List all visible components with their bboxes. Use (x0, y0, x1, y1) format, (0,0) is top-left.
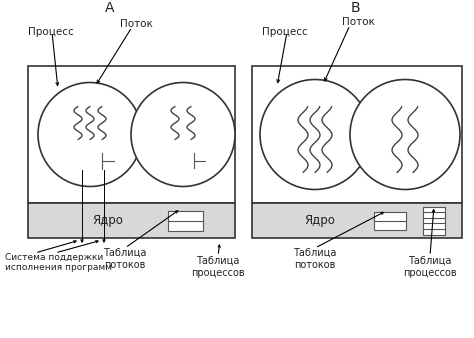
Circle shape (350, 79, 460, 190)
Bar (70, 152, 114, 169)
Text: Таблица
потоков: Таблица потоков (293, 248, 337, 270)
Circle shape (131, 82, 235, 187)
Bar (374, 212, 406, 230)
Bar (252, 203, 462, 238)
Text: A: A (105, 1, 115, 15)
Circle shape (38, 82, 142, 187)
Text: Система поддержки
исполнения программ: Система поддержки исполнения программ (5, 253, 112, 272)
Text: Таблица
процессов: Таблица процессов (403, 256, 457, 277)
Bar (252, 66, 462, 203)
Text: Таблица
процессов: Таблица процессов (191, 256, 245, 277)
Text: Поток: Поток (342, 17, 375, 27)
Text: Процесс: Процесс (262, 27, 308, 37)
Text: Таблица
потоков: Таблица потоков (103, 248, 146, 270)
Circle shape (260, 79, 370, 190)
Bar (168, 211, 203, 231)
Bar (165, 153, 205, 168)
Text: Ядро: Ядро (92, 214, 123, 227)
Bar (28, 203, 235, 238)
Text: B: B (350, 1, 360, 15)
Bar (28, 66, 235, 203)
Text: Поток: Поток (120, 19, 153, 29)
Bar (423, 207, 445, 235)
Text: Процесс: Процесс (28, 27, 74, 37)
Text: Ядро: Ядро (305, 214, 336, 227)
